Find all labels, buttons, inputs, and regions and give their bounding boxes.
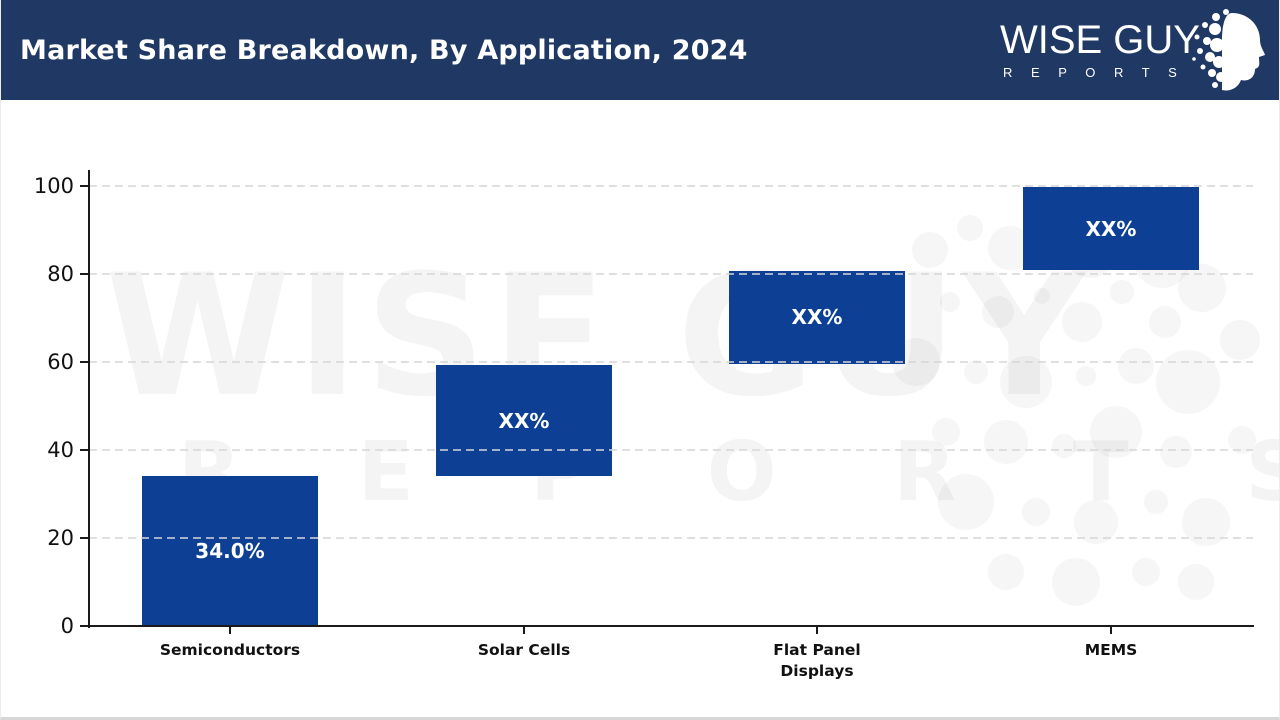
y-tick-label: 20 — [47, 526, 74, 550]
y-axis-line — [88, 170, 90, 628]
market-share-bar — [1023, 186, 1199, 271]
y-axis-tick — [80, 625, 88, 627]
logo-subtitle: R E P O R T S — [1002, 65, 1185, 80]
header-bar: Market Share Breakdown, By Application, … — [0, 0, 1280, 100]
y-gridline — [89, 361, 1253, 363]
y-gridline — [89, 449, 1253, 451]
y-tick-label: 0 — [60, 614, 74, 638]
x-axis-tick — [523, 627, 525, 634]
x-category-label: MEMS — [1084, 641, 1138, 659]
y-axis-tick — [80, 449, 88, 451]
x-axis-line — [88, 625, 1254, 627]
y-tick-label: 40 — [47, 438, 74, 462]
bar-value-label: XX% — [1085, 216, 1137, 241]
x-category-label: Semiconductors — [159, 641, 301, 659]
logo-head-icon — [1192, 9, 1265, 91]
y-gridline — [89, 273, 1253, 275]
y-axis-tick — [80, 273, 88, 275]
x-axis-tick — [1110, 627, 1112, 634]
y-tick-label: 60 — [47, 350, 74, 374]
page-title: Market Share Breakdown, By Application, … — [20, 34, 748, 66]
y-axis-tick — [80, 537, 88, 539]
bar-value-label: XX% — [498, 408, 550, 433]
market-share-bar — [436, 364, 612, 477]
market-share-bar — [729, 270, 905, 364]
wise-guy-reports-logo: WISE GUY R E P O R T S — [1000, 6, 1266, 94]
logo-text: WISE GUY R E P O R T S — [1000, 20, 1200, 80]
x-axis-tick — [229, 627, 231, 634]
x-category-label: Flat Panel Displays — [773, 641, 861, 680]
bar-value-label: 34.0% — [195, 539, 265, 564]
y-tick-label: 80 — [47, 262, 74, 286]
logo-wordmark: WISE GUY — [999, 18, 1200, 62]
market-share-bar — [142, 476, 318, 626]
y-axis-tick — [80, 361, 88, 363]
x-axis-tick — [816, 627, 818, 634]
x-category-label: Solar Cells — [477, 641, 571, 659]
bar-value-label: XX% — [791, 305, 843, 330]
y-axis-tick — [80, 185, 88, 187]
y-tick-label: 100 — [33, 174, 74, 198]
